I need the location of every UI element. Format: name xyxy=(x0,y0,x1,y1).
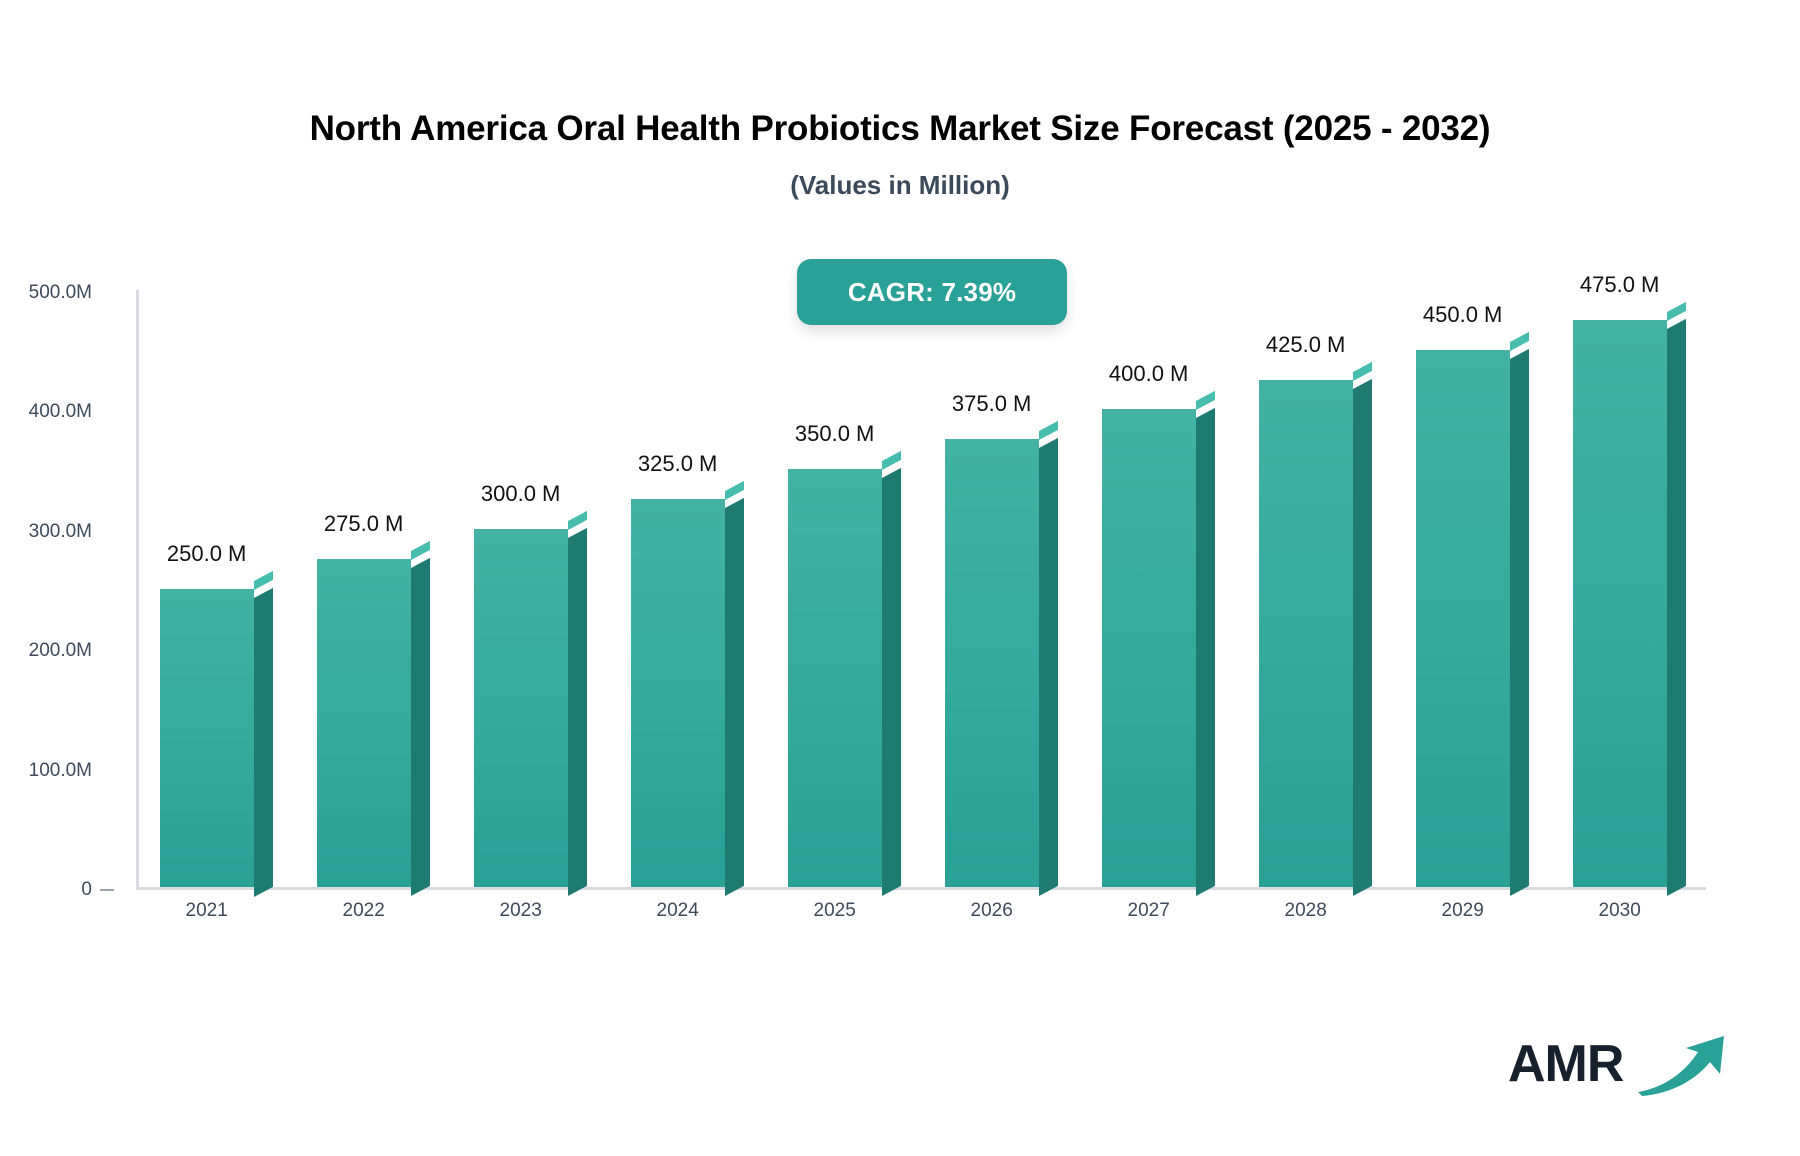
x-axis-tick-2028: 2028 xyxy=(1284,900,1327,921)
bar-front-face xyxy=(787,469,882,887)
bar-side-face xyxy=(567,527,587,896)
bar-2027[interactable]: 400.0 M xyxy=(1101,290,1215,896)
bar-2028[interactable]: 425.0 M xyxy=(1258,290,1372,896)
bar-side-face xyxy=(724,497,744,896)
x-axis-tick-2024: 2024 xyxy=(656,900,699,921)
y-axis-tick-100: 100.0M xyxy=(28,759,92,781)
x-axis-line xyxy=(136,887,1706,890)
bar-2023[interactable]: 300.0 M xyxy=(473,290,587,896)
cagr-badge: CAGR: 7.39% xyxy=(797,259,1067,325)
y-axis-tick-dash xyxy=(100,889,114,891)
bar-top-face xyxy=(567,510,587,530)
bar-front-face xyxy=(316,558,411,887)
amr-logo-text: AMR xyxy=(1508,1035,1624,1093)
bar-2024[interactable]: 325.0 M xyxy=(630,290,744,896)
bar-front-face xyxy=(1258,379,1353,887)
bar-top-face xyxy=(1352,361,1372,381)
bar-side-face xyxy=(1195,408,1215,896)
bar-value-label: 275.0 M xyxy=(323,510,404,536)
x-axis-tick-2022: 2022 xyxy=(342,900,385,921)
x-axis-tick-2021: 2021 xyxy=(185,900,228,921)
bar-value-label: 400.0 M xyxy=(1108,361,1189,387)
amr-logo: AMR xyxy=(1508,1030,1728,1100)
bar-2021[interactable]: 250.0 M xyxy=(159,290,273,896)
y-axis-tick-500: 500.0M xyxy=(28,282,92,303)
bar-value-label: 425.0 M xyxy=(1265,331,1346,357)
bar-side-face xyxy=(1666,318,1686,896)
bar-side-face xyxy=(253,587,273,896)
bar-value-label: 375.0 M xyxy=(951,391,1032,417)
bar-side-face xyxy=(410,557,430,896)
bar-value-label: 450.0 M xyxy=(1422,301,1503,327)
y-axis-tick-0: 0 xyxy=(81,879,92,900)
bar-front-face xyxy=(1415,349,1510,887)
bar-front-face xyxy=(1572,319,1667,887)
chart-header: North America Oral Health Probiotics Mar… xyxy=(0,108,1800,201)
bar-front-face xyxy=(944,439,1039,887)
bar-side-face xyxy=(881,468,901,896)
bar-front-face xyxy=(1101,409,1196,887)
y-axis-tick-labels: 0 100.0M 200.0M 300.0M 400.0M 500.0M xyxy=(0,282,120,900)
y-axis-tick-200: 200.0M xyxy=(28,640,92,662)
bar-front-face xyxy=(159,588,254,887)
bar-value-label: 300.0 M xyxy=(480,480,561,506)
x-axis-tick-labels: 2021 2022 2023 2024 2025 2026 2027 2028 2029 2030 xyxy=(136,900,1706,934)
bar-2022[interactable]: 275.0 M xyxy=(316,290,430,896)
bar-2029[interactable]: 450.0 M xyxy=(1415,290,1529,896)
x-axis-tick-2026: 2026 xyxy=(970,900,1013,921)
chart-subtitle: (Values in Million) xyxy=(790,170,1010,200)
chart-title: North America Oral Health Probiotics Mar… xyxy=(309,109,1491,148)
cagr-badge-label: CAGR: 7.39% xyxy=(847,276,1017,307)
bar-front-face xyxy=(630,498,725,887)
bar-top-face xyxy=(1509,331,1529,351)
bar-2025[interactable]: 350.0 M xyxy=(787,290,901,896)
bar-front-face xyxy=(473,528,568,887)
x-axis-tick-2023: 2023 xyxy=(499,900,542,921)
y-axis-tick-400: 400.0M xyxy=(28,401,92,423)
bar-value-label: 350.0 M xyxy=(794,421,875,447)
bar-top-face xyxy=(410,540,430,560)
bar-top-face xyxy=(1195,391,1215,411)
bar-series: 250.0 M 275.0 M 300.0 M 325.0 M 350.0 M 375.0… xyxy=(136,272,1706,896)
bar-2026[interactable]: 375.0 M xyxy=(944,290,1058,896)
bar-top-face xyxy=(724,480,744,500)
bar-value-label: 325.0 M xyxy=(637,450,718,476)
upward-trend-arrow-icon xyxy=(1638,1036,1724,1096)
y-axis-tick-300: 300.0M xyxy=(28,520,92,542)
bar-top-face xyxy=(253,570,273,590)
bar-value-label: 250.0 M xyxy=(166,540,247,566)
y-axis-line xyxy=(136,290,139,890)
bar-side-face xyxy=(1352,378,1372,896)
bar-value-label: 475.0 M xyxy=(1579,271,1660,297)
bar-top-face xyxy=(1666,301,1686,321)
x-axis-tick-2029: 2029 xyxy=(1441,900,1484,921)
plot-area: 250.0 M 275.0 M 300.0 M 325.0 M 350.0 M 375.0… xyxy=(136,272,1706,896)
bar-side-face xyxy=(1038,438,1058,896)
bar-top-face xyxy=(881,451,901,471)
x-axis-tick-2027: 2027 xyxy=(1127,900,1170,921)
x-axis-tick-2025: 2025 xyxy=(813,900,856,921)
bar-top-face xyxy=(1038,421,1058,441)
bar-2030[interactable]: 475.0 M xyxy=(1572,272,1686,896)
bar-side-face xyxy=(1509,348,1529,896)
x-axis-tick-2030: 2030 xyxy=(1598,900,1641,921)
